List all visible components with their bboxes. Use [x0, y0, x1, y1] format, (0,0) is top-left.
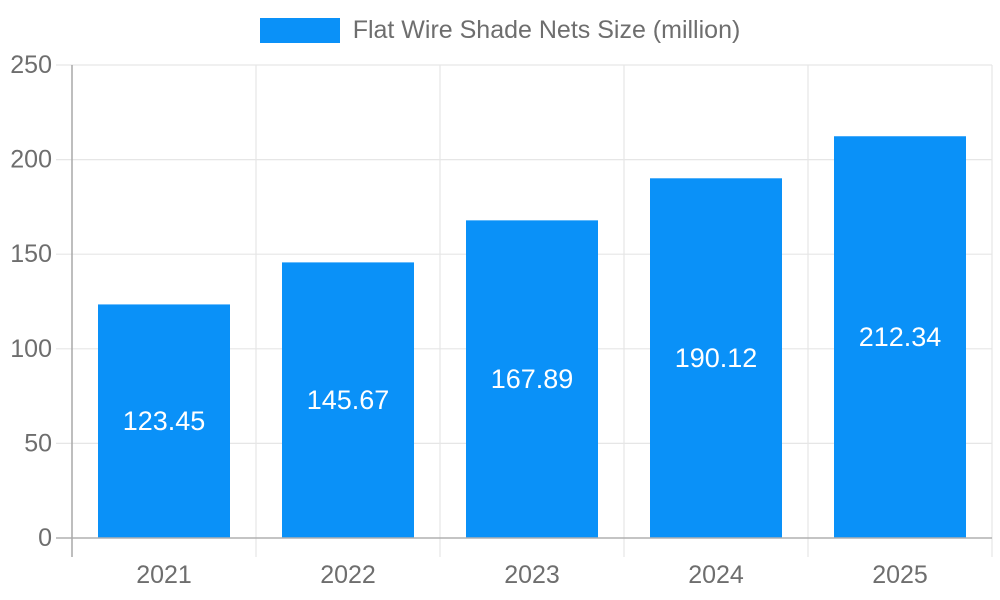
bar-value-label-2025: 212.34: [859, 322, 942, 352]
x-tick-label-2023: 2023: [504, 561, 560, 589]
y-tick-label-50: 50: [24, 429, 52, 457]
bar-value-label-2022: 145.67: [307, 385, 390, 415]
y-tick-label-200: 200: [10, 146, 52, 174]
bar-2025: [833, 136, 967, 538]
y-tick-label-0: 0: [38, 524, 52, 552]
y-tick-label-150: 150: [10, 240, 52, 268]
bar-2022: [281, 262, 415, 538]
bar-2021: [97, 304, 231, 538]
x-tick-label-2021: 2021: [136, 561, 192, 589]
x-tick-label-2022: 2022: [320, 561, 376, 589]
bar-2023: [465, 220, 599, 539]
bar-value-label-2023: 167.89: [491, 364, 574, 394]
y-tick-label-100: 100: [10, 335, 52, 363]
y-tick-label-250: 250: [10, 51, 52, 79]
x-tick-label-2025: 2025: [872, 561, 928, 589]
x-tick-label-2024: 2024: [688, 561, 744, 589]
bar-value-label-2024: 190.12: [675, 343, 758, 373]
bar-value-label-2021: 123.45: [123, 406, 206, 436]
bar-2024: [649, 178, 783, 538]
